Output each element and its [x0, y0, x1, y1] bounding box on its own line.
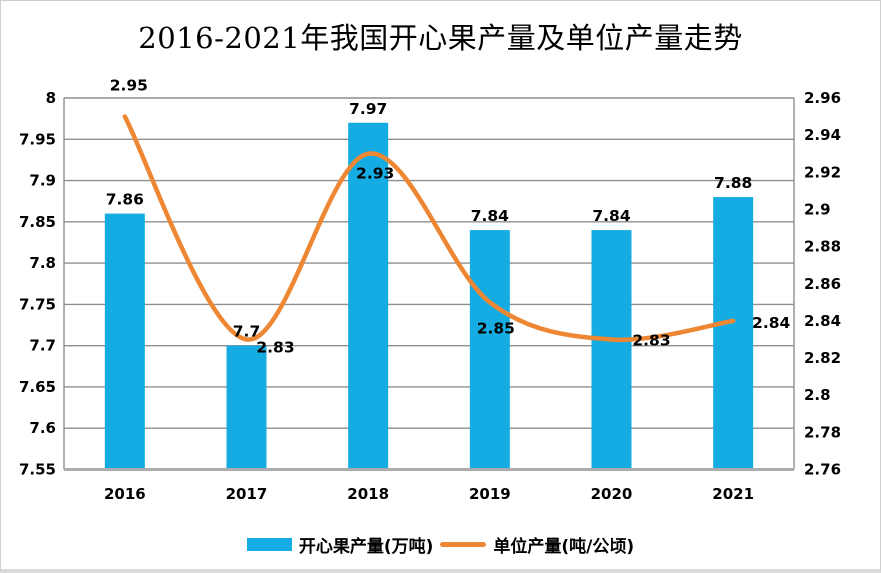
right-axis-tick-label: 2.84	[804, 312, 841, 330]
bar-value-label: 7.86	[106, 191, 144, 209]
line-value-label: 2.84	[752, 314, 790, 332]
line-series-path	[122, 114, 736, 343]
left-axis-tick-label: 7.8	[29, 254, 56, 272]
bar-2018	[348, 122, 389, 469]
bar-2021	[713, 197, 754, 469]
x-axis-tick-label: 2018	[347, 485, 389, 503]
right-axis-tick-label: 2.82	[804, 349, 841, 367]
left-axis-tick-label: 7.55	[19, 461, 56, 479]
left-axis-tick-label: 8	[46, 89, 56, 107]
line-series-swatch-icon	[440, 542, 487, 547]
left-axis-tick-label: 7.6	[29, 419, 56, 437]
bar-2016	[104, 213, 145, 468]
bar-value-label: 7.88	[714, 174, 752, 192]
left-axis-tick-label: 7.65	[19, 378, 56, 396]
x-axis-tick-label: 2016	[104, 485, 146, 503]
bar-2020	[591, 230, 632, 468]
x-axis-tick-label: 2017	[226, 485, 268, 503]
line-value-label: 2.83	[256, 338, 294, 356]
left-axis-tick-label: 7.95	[19, 130, 56, 148]
bar-value-label: 7.84	[592, 207, 630, 225]
left-axis-tick-label: 7.9	[29, 172, 56, 190]
bar-value-label: 7.84	[471, 207, 509, 225]
chart-title: 2016-2021年我国开心果产量及单位产量走势	[138, 21, 743, 55]
left-axis-tick-label: 7.75	[19, 295, 56, 313]
right-axis-tick-label: 2.86	[804, 275, 841, 293]
x-axis-tick-label: 2021	[712, 485, 754, 503]
line-value-label: 2.83	[632, 331, 670, 349]
left-axis-tick-label: 7.7	[29, 337, 56, 355]
bar-series-legend-label: 开心果产量(万吨)	[298, 537, 434, 557]
bar-value-label: 7.97	[349, 100, 387, 118]
x-axis-tick-label: 2020	[591, 485, 633, 503]
line-series-legend-label: 单位产量(吨/公顷)	[493, 537, 635, 557]
right-axis-tick-label: 2.94	[804, 126, 841, 144]
right-axis-tick-label: 2.8	[804, 386, 831, 404]
right-axis-tick-label: 2.96	[804, 89, 841, 107]
line-value-label: 2.85	[477, 319, 515, 337]
line-value-label: 2.95	[110, 77, 148, 95]
bar-2019	[469, 230, 510, 468]
chart-legend: 开心果产量(万吨) 单位产量(吨/公顷)	[1, 532, 880, 557]
left-axis-tick-label: 7.85	[19, 213, 56, 231]
bar-value-label: 7.7	[233, 323, 260, 341]
line-value-label: 2.93	[356, 165, 394, 183]
right-axis-tick-label: 2.88	[804, 238, 841, 256]
bar-series-swatch-icon	[246, 538, 292, 551]
bar-2017	[226, 345, 267, 468]
right-axis-tick-label: 2.92	[804, 163, 841, 181]
right-axis-tick-label: 2.76	[804, 461, 841, 479]
right-axis-tick-label: 2.78	[804, 423, 841, 441]
right-axis-tick-label: 2.9	[804, 200, 831, 218]
x-axis-tick-label: 2019	[469, 485, 511, 503]
